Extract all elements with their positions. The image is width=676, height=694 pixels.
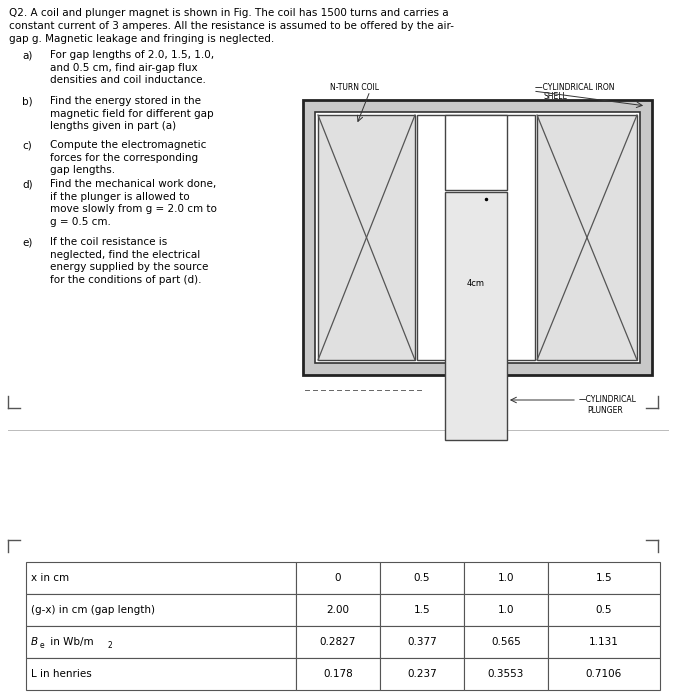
Bar <box>303 100 652 375</box>
Text: 0.237: 0.237 <box>407 669 437 679</box>
Bar <box>548 562 660 594</box>
Text: 2: 2 <box>108 641 113 650</box>
Bar <box>464 658 548 690</box>
Bar <box>296 626 380 658</box>
Bar <box>417 115 535 360</box>
Bar <box>548 658 660 690</box>
Text: 0: 0 <box>335 573 341 583</box>
Text: If the coil resistance is: If the coil resistance is <box>50 237 167 247</box>
Text: and 0.5 cm, find air-gap flux: and 0.5 cm, find air-gap flux <box>50 62 197 72</box>
Text: lengths given in part (a): lengths given in part (a) <box>50 121 176 131</box>
Text: 2.00: 2.00 <box>327 605 349 615</box>
Text: 0.5: 0.5 <box>414 573 430 583</box>
Text: 0.7106: 0.7106 <box>586 669 622 679</box>
Text: in Wb/m: in Wb/m <box>47 637 93 647</box>
Text: 0.2827: 0.2827 <box>320 637 356 647</box>
Text: —CYLINDRICAL: —CYLINDRICAL <box>579 395 637 404</box>
Text: d): d) <box>22 179 32 189</box>
Bar <box>445 115 507 190</box>
Text: PLUNGER: PLUNGER <box>587 406 623 415</box>
Bar <box>445 192 507 440</box>
Text: 1.131: 1.131 <box>589 637 619 647</box>
Text: 0.377: 0.377 <box>407 637 437 647</box>
Text: a: a <box>481 194 486 203</box>
Bar <box>296 658 380 690</box>
Text: for the conditions of part (d).: for the conditions of part (d). <box>50 275 201 285</box>
Text: if the plunger is allowed to: if the plunger is allowed to <box>50 192 190 201</box>
Bar <box>380 626 464 658</box>
Text: forces for the corresponding: forces for the corresponding <box>50 153 198 162</box>
Text: B: B <box>31 637 38 647</box>
Bar <box>296 594 380 626</box>
Bar <box>464 562 548 594</box>
Bar <box>380 594 464 626</box>
Text: Find the energy stored in the: Find the energy stored in the <box>50 96 201 106</box>
Bar <box>537 115 637 360</box>
Text: 0.178: 0.178 <box>323 669 353 679</box>
Text: Compute the electromagnetic: Compute the electromagnetic <box>50 140 206 150</box>
Text: g = 0.5 cm.: g = 0.5 cm. <box>50 217 111 226</box>
Text: gap lengths.: gap lengths. <box>50 165 115 175</box>
Bar <box>26 658 296 690</box>
Text: 1.0: 1.0 <box>498 573 514 583</box>
Text: b): b) <box>22 96 32 106</box>
Text: Q2. A coil and plunger magnet is shown in Fig. The coil has 1500 turns and carri: Q2. A coil and plunger magnet is shown i… <box>9 8 449 18</box>
Text: SHELL: SHELL <box>543 92 566 101</box>
Text: x in cm: x in cm <box>31 573 69 583</box>
Bar <box>296 562 380 594</box>
Bar <box>318 115 415 360</box>
Bar <box>26 562 296 594</box>
Text: magnetic field for different gap: magnetic field for different gap <box>50 108 214 119</box>
Text: 1.0: 1.0 <box>498 605 514 615</box>
Bar <box>464 626 548 658</box>
Text: a): a) <box>22 50 32 60</box>
Text: e): e) <box>22 237 32 247</box>
Bar <box>26 626 296 658</box>
Text: densities and coil inductance.: densities and coil inductance. <box>50 75 206 85</box>
Text: N-TURN COIL: N-TURN COIL <box>330 83 379 92</box>
Text: e: e <box>40 641 45 650</box>
Text: move slowly from g = 2.0 cm to: move slowly from g = 2.0 cm to <box>50 204 217 214</box>
Bar <box>464 594 548 626</box>
Bar <box>548 594 660 626</box>
Text: —CYLINDRICAL IRON: —CYLINDRICAL IRON <box>535 83 614 92</box>
Text: 1.5: 1.5 <box>414 605 431 615</box>
Text: 0.5: 0.5 <box>596 605 612 615</box>
Bar <box>548 626 660 658</box>
Text: gap g. Magnetic leakage and fringing is neglected.: gap g. Magnetic leakage and fringing is … <box>9 34 274 44</box>
Text: constant current of 3 amperes. All the resistance is assumed to be offered by th: constant current of 3 amperes. All the r… <box>9 21 454 31</box>
Text: c): c) <box>22 140 32 150</box>
Text: L in henries: L in henries <box>31 669 92 679</box>
Bar <box>380 658 464 690</box>
Bar <box>315 112 640 363</box>
Text: (g-x) in cm (gap length): (g-x) in cm (gap length) <box>31 605 155 615</box>
Bar <box>380 562 464 594</box>
Text: 4cm: 4cm <box>467 279 485 288</box>
Bar <box>26 594 296 626</box>
Text: energy supplied by the source: energy supplied by the source <box>50 262 208 272</box>
Text: 0.565: 0.565 <box>491 637 521 647</box>
Text: 0.3553: 0.3553 <box>488 669 524 679</box>
Text: neglected, find the electrical: neglected, find the electrical <box>50 250 200 260</box>
Text: 1.5: 1.5 <box>596 573 612 583</box>
Text: For gap lengths of 2.0, 1.5, 1.0,: For gap lengths of 2.0, 1.5, 1.0, <box>50 50 214 60</box>
Text: Find the mechanical work done,: Find the mechanical work done, <box>50 179 216 189</box>
